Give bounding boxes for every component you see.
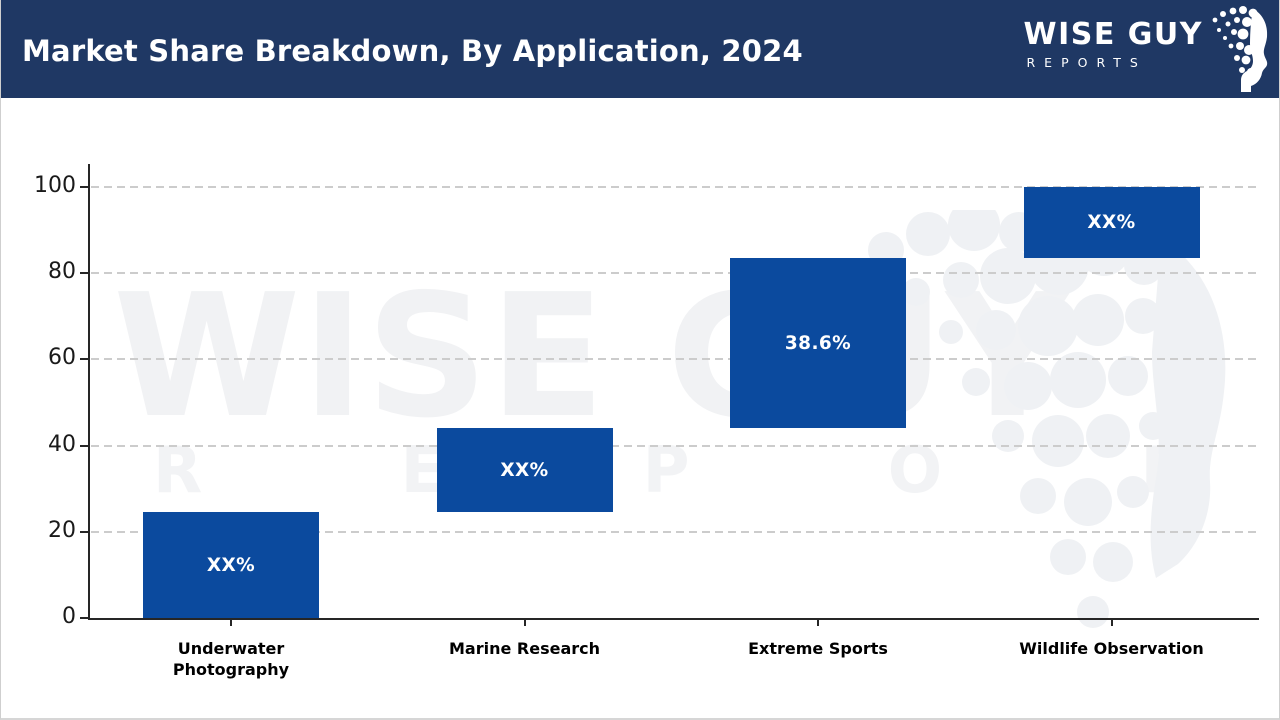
bar-segment: XX% xyxy=(1023,187,1200,259)
bar-segment: XX% xyxy=(436,428,613,513)
y-tick-label: 60 xyxy=(48,345,76,371)
category-label: Extreme Sports xyxy=(748,639,888,658)
gridline xyxy=(91,186,1257,188)
y-tick-mark xyxy=(80,358,88,361)
y-axis xyxy=(88,164,90,620)
y-tick-mark xyxy=(80,617,88,619)
y-tick-label: 40 xyxy=(48,431,76,457)
bar-value-label: XX% xyxy=(206,554,256,576)
bar-value-label: 38.6% xyxy=(784,332,852,354)
x-axis xyxy=(88,618,1259,620)
y-tick-mark xyxy=(80,530,88,533)
category-label: Underwater Photography xyxy=(172,639,290,679)
x-tick-mark xyxy=(523,620,526,626)
y-tick-label: 20 xyxy=(48,517,76,543)
brand-logo: WISE GUY REPORTS xyxy=(1023,17,1203,71)
x-tick-mark xyxy=(1110,620,1113,626)
gridline xyxy=(91,358,1257,361)
wiseguy-face-icon xyxy=(1212,6,1268,92)
page-title: Market Share Breakdown, By Application, … xyxy=(22,34,803,68)
bar-value-label: XX% xyxy=(1087,212,1136,234)
x-tick-mark xyxy=(230,620,232,626)
y-tick-label: 0 xyxy=(62,604,76,629)
bar-segment: 38.6% xyxy=(730,258,906,429)
category-label: Wildlife Observation xyxy=(1019,639,1204,658)
bar-value-label: XX% xyxy=(500,459,549,481)
y-tick-mark xyxy=(80,272,88,275)
y-tick-label: 80 xyxy=(48,259,76,285)
y-tick-mark xyxy=(80,444,88,447)
category-label: Marine Research xyxy=(448,639,600,658)
brand-logo-subtext: REPORTS xyxy=(1026,55,1147,70)
y-tick-mark xyxy=(80,186,88,188)
gridline xyxy=(91,530,1257,533)
gridline xyxy=(91,272,1257,275)
brand-logo-wordmark: WISE GUY xyxy=(1023,17,1203,52)
gridline xyxy=(91,444,1257,447)
x-tick-mark xyxy=(817,620,819,626)
y-tick-label: 100 xyxy=(34,173,76,198)
header-bar: Market Share Breakdown, By Application, … xyxy=(1,0,1279,98)
bar-segment: XX% xyxy=(143,512,319,618)
